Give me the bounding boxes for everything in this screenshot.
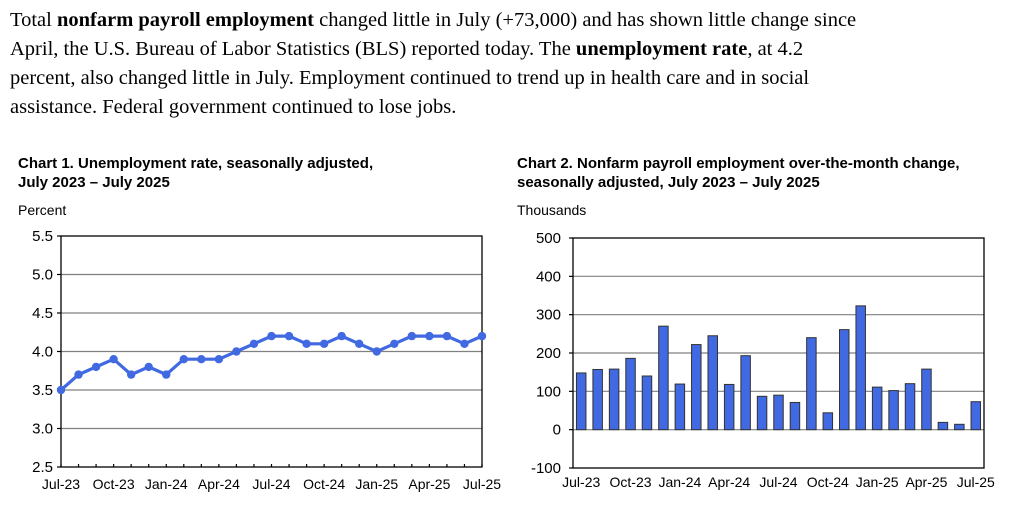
chart2-container: Chart 2. Nonfarm payroll employment over… bbox=[517, 154, 1027, 514]
intro-bold-unemployment-rate: unemployment rate bbox=[575, 38, 748, 60]
svg-text:Jul-25: Jul-25 bbox=[957, 474, 995, 490]
svg-text:3.5: 3.5 bbox=[32, 382, 53, 399]
chart1-title: Chart 1. Unemployment rate, seasonally a… bbox=[18, 155, 374, 191]
svg-text:Oct-23: Oct-23 bbox=[93, 476, 135, 492]
svg-text:5.0: 5.0 bbox=[32, 267, 53, 284]
svg-text:Oct-24: Oct-24 bbox=[807, 474, 849, 490]
intro-text: percent, also changed little in July. Em… bbox=[10, 67, 810, 89]
svg-text:Apr-24: Apr-24 bbox=[198, 476, 240, 492]
svg-text:Apr-25: Apr-25 bbox=[905, 474, 947, 490]
intro-bold-nonfarm-payroll: nonfarm payroll employment bbox=[56, 9, 314, 31]
svg-text:300: 300 bbox=[536, 307, 561, 324]
svg-text:4.5: 4.5 bbox=[32, 305, 53, 322]
svg-text:Jan-24: Jan-24 bbox=[658, 474, 701, 490]
svg-text:Jan-25: Jan-25 bbox=[856, 474, 899, 490]
intro-text: , at 4.2 bbox=[747, 38, 804, 60]
intro-text: Total bbox=[10, 9, 57, 31]
svg-text:100: 100 bbox=[536, 383, 561, 400]
svg-text:Apr-25: Apr-25 bbox=[408, 476, 450, 492]
svg-text:Jul-24: Jul-24 bbox=[252, 476, 290, 492]
intro-paragraph: Total nonfarm payroll employment changed… bbox=[10, 6, 1025, 122]
svg-text:5.5: 5.5 bbox=[32, 228, 53, 245]
svg-text:Apr-24: Apr-24 bbox=[708, 474, 750, 490]
svg-text:Oct-24: Oct-24 bbox=[303, 476, 345, 492]
intro-text: April, the U.S. Bureau of Labor Statisti… bbox=[10, 38, 576, 60]
svg-text:0: 0 bbox=[553, 422, 561, 439]
svg-text:400: 400 bbox=[536, 268, 561, 285]
svg-text:200: 200 bbox=[536, 345, 561, 362]
intro-text: changed little in July (+73,000) and has… bbox=[313, 9, 857, 31]
svg-text:Jan-24: Jan-24 bbox=[145, 476, 188, 492]
svg-text:Jul-23: Jul-23 bbox=[562, 474, 600, 490]
intro-text: assistance. Federal government continued… bbox=[10, 96, 457, 118]
svg-text:500: 500 bbox=[536, 230, 561, 247]
svg-text:2.5: 2.5 bbox=[32, 459, 53, 476]
chart2-unit-label: Thousands bbox=[517, 202, 587, 218]
svg-text:-100: -100 bbox=[531, 460, 561, 477]
svg-text:4.0: 4.0 bbox=[32, 344, 53, 361]
chart1-container: Chart 1. Unemployment rate, seasonally a… bbox=[18, 154, 518, 514]
chart2-title: Chart 2. Nonfarm payroll employment over… bbox=[517, 155, 960, 191]
svg-text:Jul-25: Jul-25 bbox=[463, 476, 501, 492]
chart1-unit-label: Percent bbox=[18, 202, 67, 218]
svg-text:Jul-23: Jul-23 bbox=[42, 476, 80, 492]
svg-text:Jul-24: Jul-24 bbox=[759, 474, 797, 490]
svg-text:Oct-23: Oct-23 bbox=[610, 474, 652, 490]
svg-text:3.0: 3.0 bbox=[32, 421, 53, 438]
svg-text:Jan-25: Jan-25 bbox=[355, 476, 398, 492]
